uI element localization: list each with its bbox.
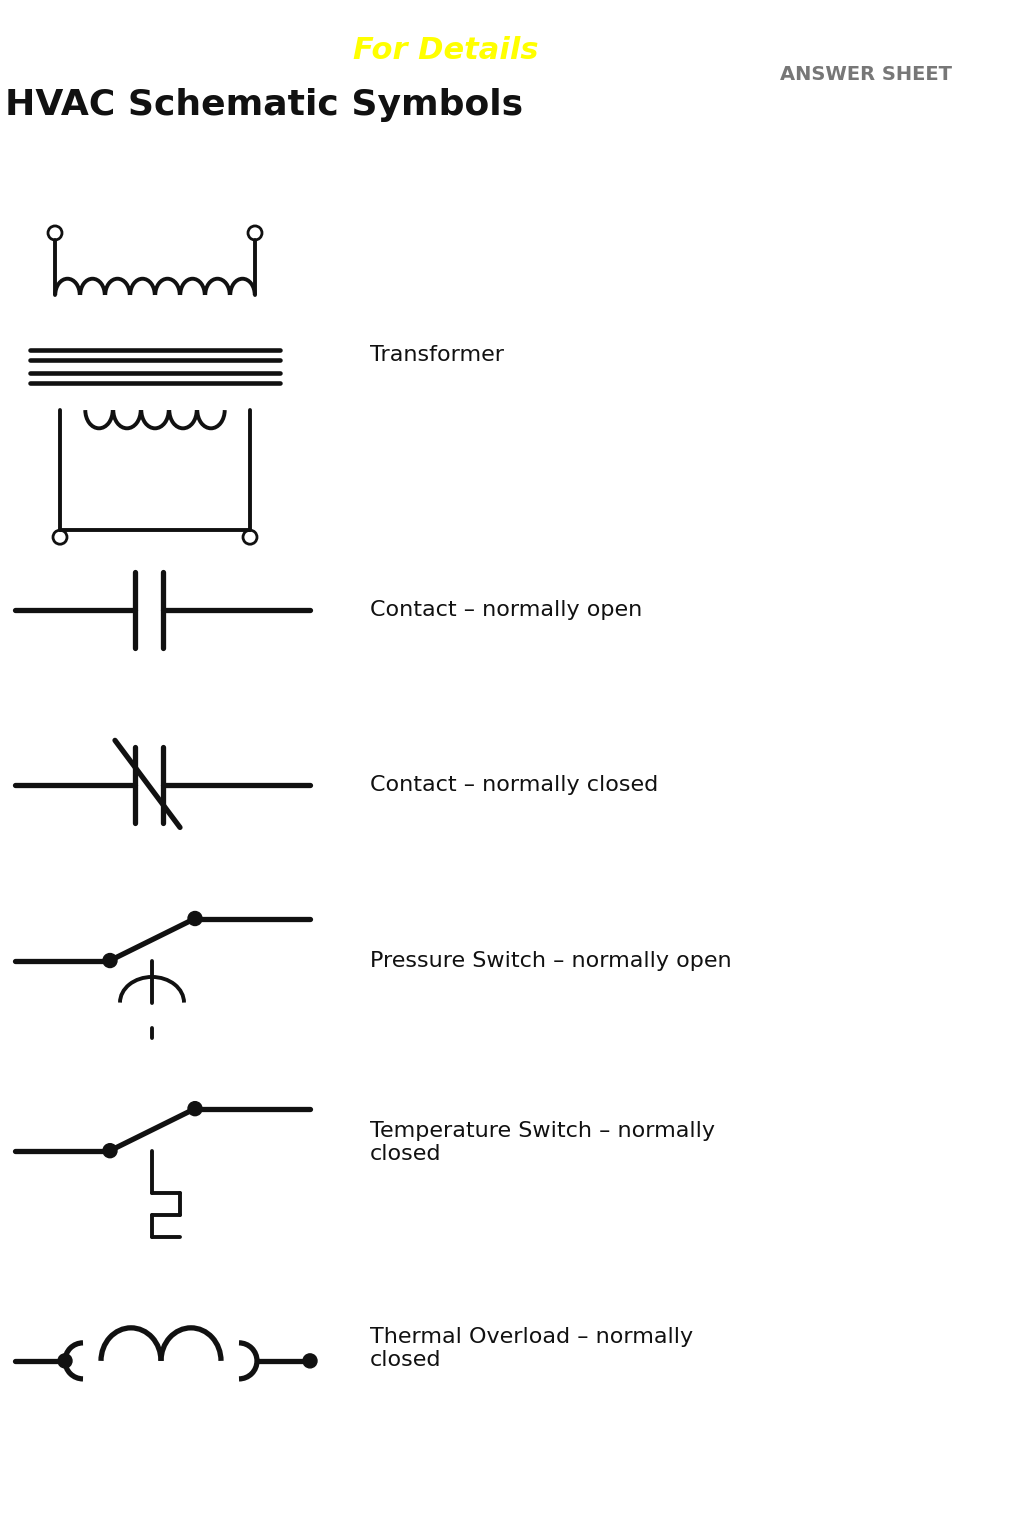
Text: Contact – normally closed: Contact – normally closed: [370, 775, 658, 796]
Text: CLICK HERE: CLICK HERE: [400, 15, 491, 29]
Text: Transformer: Transformer: [370, 346, 504, 365]
Text: Contact – normally open: Contact – normally open: [370, 600, 642, 620]
Circle shape: [58, 1354, 72, 1367]
Circle shape: [103, 954, 116, 967]
Text: Thermal Overload – normally
closed: Thermal Overload – normally closed: [370, 1328, 693, 1370]
Text: Temperature Switch – normally
closed: Temperature Switch – normally closed: [370, 1122, 715, 1164]
Circle shape: [103, 1143, 116, 1158]
Text: Pressure Switch – normally open: Pressure Switch – normally open: [370, 951, 731, 970]
Text: HVAC Schematic Symbols: HVAC Schematic Symbols: [5, 88, 523, 123]
Circle shape: [303, 1354, 317, 1367]
Circle shape: [188, 911, 202, 925]
Text: ANSWER SHEET: ANSWER SHEET: [780, 65, 952, 85]
Text: For Details: For Details: [353, 36, 539, 65]
Circle shape: [188, 1102, 202, 1116]
